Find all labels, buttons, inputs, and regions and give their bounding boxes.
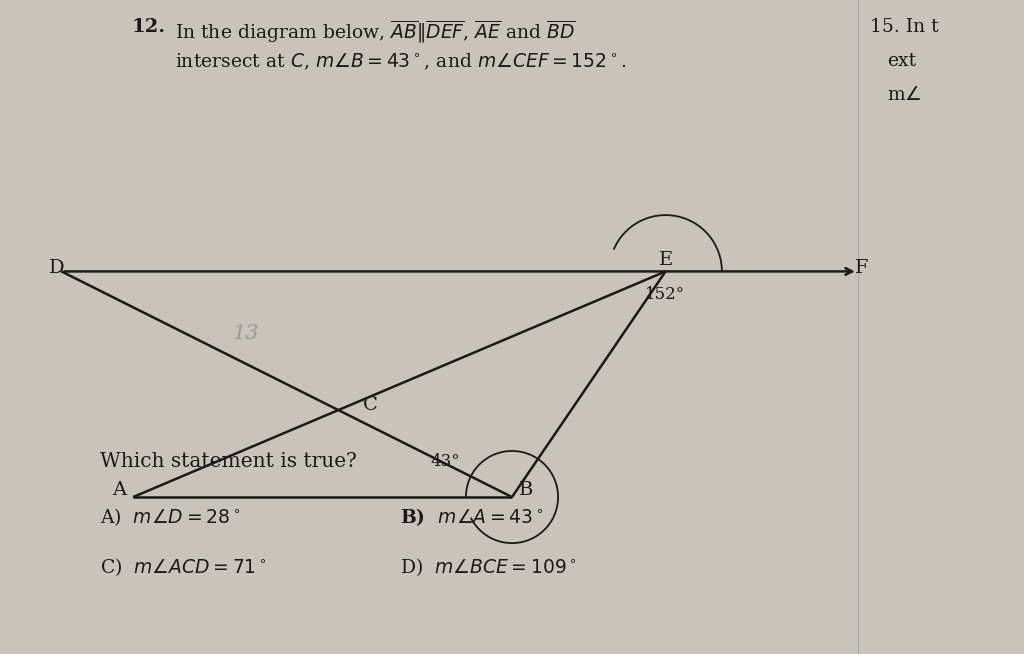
Text: D)  $m\angle BCE = 109^\circ$: D) $m\angle BCE = 109^\circ$ (400, 556, 577, 578)
Text: D: D (48, 260, 65, 277)
Text: 12.: 12. (132, 18, 166, 36)
Text: C)  $m\angle ACD = 71^\circ$: C) $m\angle ACD = 71^\circ$ (100, 556, 267, 578)
Text: B: B (519, 481, 534, 499)
Text: 15. In t: 15. In t (870, 18, 939, 36)
Text: ext: ext (887, 52, 916, 70)
Text: B)  $m\angle A = 43^\circ$: B) $m\angle A = 43^\circ$ (400, 506, 544, 528)
Text: F: F (855, 260, 868, 277)
Text: m$\angle$: m$\angle$ (887, 86, 922, 104)
Text: C: C (364, 396, 378, 414)
Text: A)  $m\angle D = 28^\circ$: A) $m\angle D = 28^\circ$ (100, 506, 241, 528)
Text: Which statement is true?: Which statement is true? (100, 452, 357, 471)
Text: 13: 13 (232, 324, 259, 343)
Text: In the diagram below, $\overline{AB} \| \overline{DEF}$, $\overline{AE}$ and $\o: In the diagram below, $\overline{AB} \| … (175, 18, 575, 44)
Text: A: A (112, 481, 126, 499)
Text: intersect at $C$, $m\angle B = 43^\circ$, and $m\angle CEF = 152^\circ$.: intersect at $C$, $m\angle B = 43^\circ$… (175, 52, 627, 73)
Text: 152°: 152° (645, 286, 685, 303)
Text: 43°: 43° (431, 453, 460, 470)
Text: E: E (658, 251, 673, 269)
